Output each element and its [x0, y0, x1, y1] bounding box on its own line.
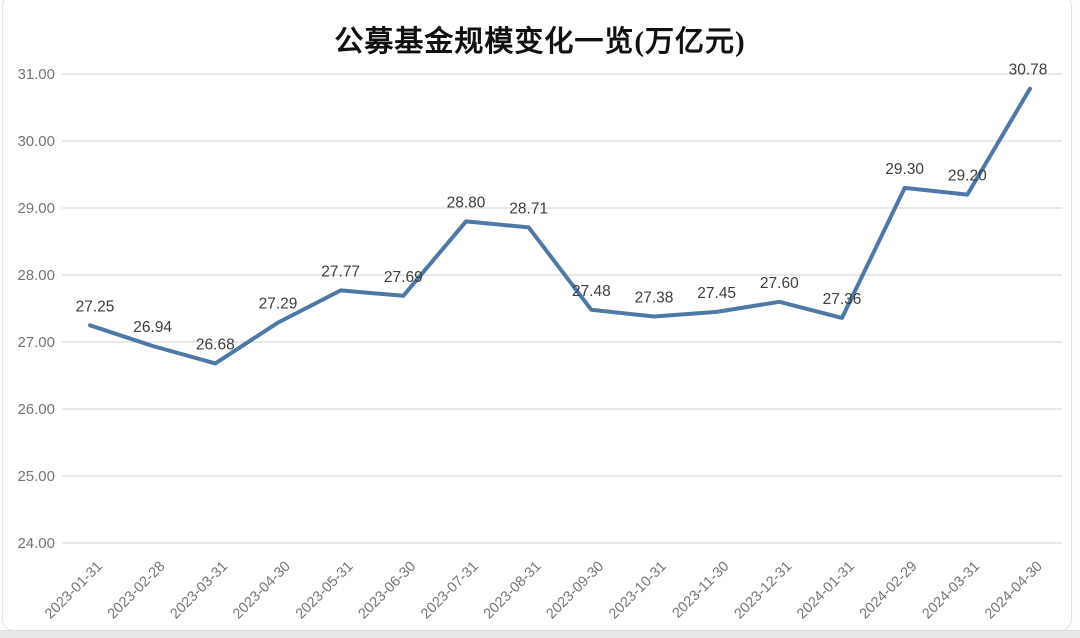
- x-axis-tick-label: 2023-04-30: [230, 559, 294, 623]
- y-axis-tick-label: 27.00: [17, 334, 55, 351]
- data-point-label: 27.69: [384, 269, 423, 286]
- data-point-label: 26.68: [196, 336, 235, 353]
- data-point-label: 27.45: [697, 285, 736, 302]
- x-axis-tick-label: 2023-05-31: [293, 559, 357, 623]
- x-axis-tick-label: 2023-12-31: [731, 559, 795, 623]
- bottom-edge-strip: [0, 630, 1080, 638]
- x-axis-tick-label: 2023-09-30: [543, 559, 607, 623]
- x-axis-tick-label: 2024-04-30: [982, 559, 1046, 623]
- x-axis-tick-label: 2024-02-29: [857, 559, 921, 623]
- x-axis-tick-label: 2023-10-31: [606, 559, 670, 623]
- data-point-label: 27.77: [321, 263, 360, 280]
- data-point-label: 27.36: [823, 291, 862, 308]
- y-axis-tick-label: 28.00: [17, 267, 55, 284]
- x-axis-tick-label: 2023-07-31: [418, 559, 482, 623]
- x-axis-tick-label: 2024-01-31: [794, 559, 858, 623]
- x-axis-tick-label: 2023-02-28: [105, 559, 169, 623]
- chart-card: [2, 0, 1072, 631]
- y-axis-tick-label: 31.00: [17, 66, 55, 83]
- y-axis-tick-label: 30.00: [17, 133, 55, 150]
- x-axis-tick-label: 2023-11-30: [669, 559, 732, 622]
- data-point-label: 28.80: [447, 194, 486, 211]
- data-point-label: 26.94: [133, 319, 172, 336]
- data-point-label: 27.38: [635, 290, 674, 307]
- data-point-label: 29.30: [885, 161, 924, 178]
- data-point-label: 27.48: [572, 283, 611, 300]
- x-axis-tick-label: 2023-06-30: [355, 559, 419, 623]
- y-axis-tick-label: 25.00: [17, 468, 55, 485]
- x-axis-tick-label: 2023-01-31: [42, 559, 106, 623]
- data-point-label: 30.78: [1009, 62, 1048, 79]
- fund-scale-series-line: [88, 86, 1032, 366]
- data-point-label: 27.29: [259, 296, 298, 313]
- chart-title: 公募基金规模变化一览(万亿元): [334, 26, 746, 58]
- x-axis-tick-label: 2024-03-31: [919, 559, 983, 623]
- data-point-label: 29.20: [948, 168, 987, 185]
- data-point-label: 28.71: [509, 200, 548, 217]
- x-axis-tick-label: 2023-03-31: [167, 559, 231, 623]
- y-axis-tick-label: 29.00: [17, 200, 55, 217]
- y-axis-tick-label: 26.00: [17, 401, 55, 418]
- data-point-label: 27.25: [76, 298, 115, 315]
- y-axis-tick-label: 24.00: [17, 535, 55, 552]
- data-point-label: 27.60: [760, 275, 799, 292]
- x-axis-tick-label: 2023-08-31: [481, 559, 545, 623]
